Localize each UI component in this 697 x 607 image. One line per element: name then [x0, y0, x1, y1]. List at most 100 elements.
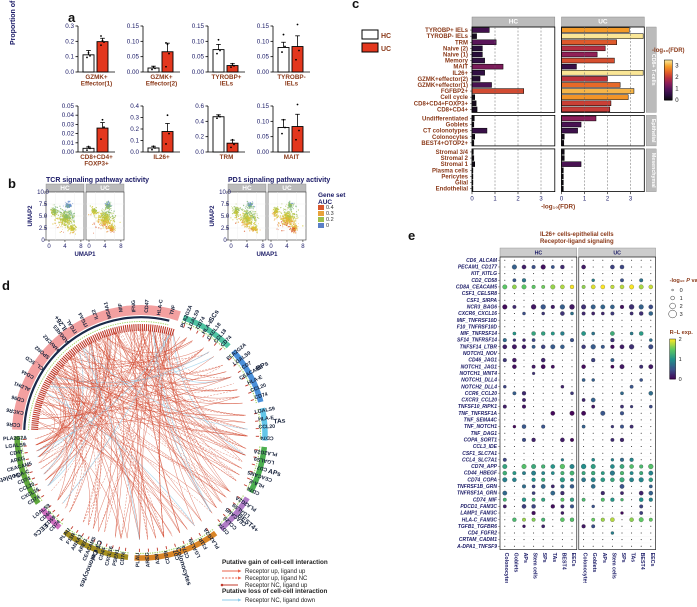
svg-text:UMAP1: UMAP1 [74, 252, 96, 256]
svg-text:3: 3 [539, 197, 543, 203]
svg-text:Naive (2): Naive (2) [443, 46, 468, 52]
svg-text:PLAU: PLAU [135, 553, 141, 567]
svg-text:10.0: 10.0 [37, 190, 49, 196]
svg-text:Putative loss of cell-cell int: Putative loss of cell-cell interaction [222, 588, 327, 595]
svg-text:TNF_DAG1: TNF_DAG1 [471, 431, 498, 437]
svg-text:BEST4+OTOP2+: BEST4+OTOP2+ [421, 141, 468, 147]
svg-text:EECs: EECs [31, 521, 49, 538]
svg-text:Memory: Memory [445, 59, 469, 65]
svg-text:CRTAM_CADM1: CRTAM_CADM1 [459, 537, 497, 543]
svg-text:4: 4 [245, 244, 249, 250]
svg-text:0: 0 [47, 244, 51, 250]
svg-text:CD7: CD7 [256, 464, 268, 473]
svg-text:UMAP1: UMAP1 [256, 252, 278, 256]
svg-text:HC: HC [535, 251, 543, 257]
svg-text:TYROBP+ IELs: TYROBP+ IELs [425, 28, 469, 34]
svg-text:NOTCH1_WNT4: NOTCH1_WNT4 [459, 371, 497, 377]
svg-text:Receptor-ligand signaling: Receptor-ligand signaling [540, 239, 614, 245]
svg-text:Undifferentiated: Undifferentiated [422, 116, 468, 122]
svg-text:CSF1_SLC7A1: CSF1_SLC7A1 [462, 451, 497, 457]
svg-text:2: 2 [606, 197, 610, 203]
svg-text:2: 2 [675, 75, 679, 81]
svg-text:Colonocytes: Colonocytes [432, 135, 469, 141]
svg-text:Stromal 2: Stromal 2 [441, 156, 469, 162]
svg-text:PECAM1_CD177: PECAM1_CD177 [458, 265, 497, 271]
svg-text:0: 0 [326, 223, 329, 229]
svg-text:FGFBP2+: FGFBP2+ [441, 89, 469, 95]
svg-text:CD74_COPA: CD74_COPA [467, 477, 497, 483]
svg-text:PDCD1_FAM3C: PDCD1_FAM3C [460, 504, 497, 510]
svg-text:CD74: CD74 [260, 434, 273, 440]
svg-text:MIF_TNFRSF14: MIF_TNFRSF14 [460, 331, 497, 337]
svg-text:SF14_TNFRSF14: SF14_TNFRSF14 [457, 338, 497, 344]
svg-text:KIT_KITLG: KIT_KITLG [471, 271, 497, 277]
svg-text:CD74_APP: CD74_APP [471, 464, 498, 470]
svg-text:GZMK+effector(1): GZMK+effector(1) [417, 83, 468, 89]
svg-text:Stromal 3/4: Stromal 3/4 [436, 150, 469, 156]
svg-text:3: 3 [629, 197, 633, 203]
svg-text:CCL4_SLC7A1: CCL4_SLC7A1 [462, 457, 497, 463]
svg-text:TNF_SEMA4C: TNF_SEMA4C [464, 418, 498, 424]
svg-text:TNFRSF1B_GRN: TNFRSF1B_GRN [457, 484, 497, 490]
svg-text:3: 3 [675, 64, 679, 70]
svg-text:CD46_JAG1: CD46_JAG1 [468, 358, 497, 364]
svg-text:NOTCH1_NOV: NOTCH1_NOV [463, 351, 498, 357]
svg-text:7.5: 7.5 [39, 202, 48, 208]
svg-text:NOTCH1_JAG1: NOTCH1_JAG1 [461, 364, 498, 370]
svg-text:Epithelial: Epithelial [650, 119, 656, 143]
svg-text:HC: HC [60, 185, 70, 192]
svg-text:1: 1 [675, 87, 679, 93]
svg-text:UC: UC [598, 19, 608, 26]
svg-text:0: 0 [470, 197, 474, 203]
svg-text:CD8+CD4+: CD8+CD4+ [437, 107, 469, 113]
svg-text:NCR3_BAG6: NCR3_BAG6 [467, 304, 498, 310]
svg-text:TNF_NOTCH1: TNF_NOTCH1 [464, 424, 497, 430]
svg-text:Receptor NC, ligand down: Receptor NC, ligand down [245, 598, 315, 604]
svg-text:LAMP1_FAM3C: LAMP1_FAM3C [460, 511, 497, 517]
svg-text:-log₁₀(FDR): -log₁₀(FDR) [541, 204, 575, 210]
svg-text:CD4_FGFR2: CD4_FGFR2 [468, 531, 497, 537]
svg-text:SCs: SCs [208, 308, 221, 323]
svg-text:TNFSF14_LTBR: TNFSF14_LTBR [460, 344, 498, 350]
svg-text:0: 0 [229, 244, 233, 250]
svg-text:CSF1_SIRPA: CSF1_SIRPA [467, 298, 498, 304]
svg-text:TAs: TAs [273, 418, 286, 426]
svg-text:10.0: 10.0 [219, 190, 231, 196]
svg-text:CT colonotypes: CT colonotypes [423, 129, 469, 135]
svg-text:UC: UC [613, 251, 621, 257]
svg-text:CSF1_CELSR8: CSF1_CELSR8 [462, 291, 498, 297]
svg-text:5.0: 5.0 [221, 214, 230, 220]
svg-text:1: 1 [493, 197, 497, 203]
svg-text:8: 8 [301, 244, 305, 250]
svg-text:UC: UC [100, 185, 110, 192]
svg-text:CD74_MIF: CD74_MIF [473, 497, 498, 503]
svg-text:HLA-C_FAM3C: HLA-C_FAM3C [462, 517, 498, 523]
svg-text:0: 0 [675, 98, 679, 104]
svg-text:GZMK+effector(2): GZMK+effector(2) [417, 77, 468, 83]
svg-text:Goblets: Goblets [446, 123, 469, 129]
svg-text:Receptor up, ligand NC: Receptor up, ligand NC [245, 576, 308, 582]
svg-text:Putative gain of cell-cell int: Putative gain of cell-cell interaction [222, 559, 328, 566]
svg-text:CXCR6_CXCL16: CXCR6_CXCL16 [458, 311, 497, 317]
svg-text:HC: HC [242, 185, 252, 192]
svg-text:CXCR3_CCL20: CXCR3_CCL20 [461, 398, 497, 404]
svg-text:COPA_SORT1: COPA_SORT1 [464, 437, 498, 443]
svg-text:CCL3_IDE: CCL3_IDE [473, 444, 498, 450]
svg-text:Cell cycle: Cell cycle [440, 95, 468, 101]
svg-text:CCR6: CCR6 [6, 420, 21, 427]
svg-text:8: 8 [261, 244, 265, 250]
svg-text:0: 0 [560, 197, 564, 203]
svg-text:UC: UC [282, 185, 292, 192]
svg-text:0: 0 [269, 244, 273, 250]
svg-text:4: 4 [285, 244, 289, 250]
svg-text:TRM: TRM [455, 40, 468, 46]
svg-text:A-DPA1_TNFSF9: A-DPA1_TNFSF9 [456, 544, 497, 550]
svg-text:MAIT: MAIT [453, 65, 468, 71]
svg-text:TNFSF10_RIPK1: TNFSF10_RIPK1 [458, 404, 497, 410]
svg-text:IFNG: IFNG [131, 300, 138, 313]
svg-text:d: d [2, 280, 10, 293]
svg-text:8: 8 [79, 244, 83, 250]
svg-text:2: 2 [516, 197, 520, 203]
svg-text:8: 8 [119, 244, 123, 250]
svg-text:Mesenchymal: Mesenchymal [650, 153, 656, 188]
